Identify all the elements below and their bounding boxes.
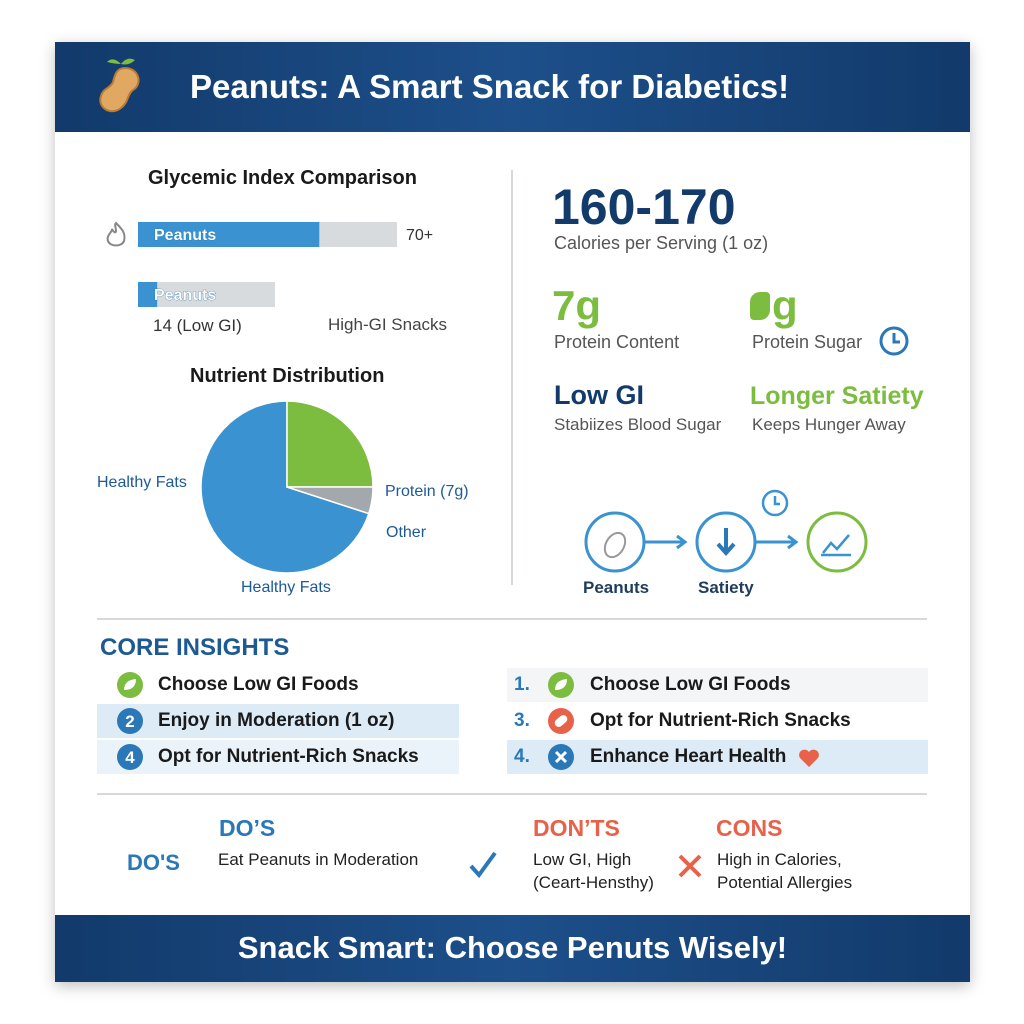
compare-label: High-GI Snacks: [328, 315, 448, 334]
insight-text: Enhance Heart Health: [590, 746, 787, 767]
insights-title: CORE INSIGHTS: [100, 634, 290, 661]
insight-icon: [548, 744, 574, 770]
divider: [97, 618, 927, 620]
insight-number: 3.: [514, 710, 530, 731]
bar-label: Peanuts: [154, 287, 216, 304]
insight-text: Opt for Nutrient-Rich Snacks: [158, 746, 419, 767]
column-text: Low GI, High: [533, 850, 632, 869]
insight-icon: 4: [117, 744, 143, 770]
stat-value: Low GI: [554, 380, 644, 410]
stat-label: Keeps Hunger Away: [752, 415, 906, 434]
title: Peanuts: A Smart Snack for Diabetics!: [190, 68, 790, 105]
x: [554, 750, 568, 764]
pie-chart: Healthy Fats Protein (7g) Other Healthy Fat…: [97, 400, 469, 596]
divider: [97, 793, 927, 795]
heart-icon: [799, 749, 819, 767]
pie-slice: [286, 486, 374, 515]
column-text: Eat Peanuts in Moderation: [218, 850, 419, 869]
insight-number: 4.: [514, 746, 530, 767]
pie-label: Other: [386, 524, 427, 541]
footer-text: Snack Smart: Choose Penuts Wisely!: [237, 930, 788, 965]
insight-text: Enjoy in Moderation (1 oz): [158, 710, 395, 731]
check-icon: [469, 851, 497, 879]
value-label: 70+: [406, 227, 433, 244]
column-title: DO’S: [219, 815, 276, 841]
muscle-icon: [750, 292, 770, 320]
leaf: [124, 679, 136, 690]
pie-title: Nutrient Distribution: [190, 365, 385, 387]
stat-value: Longer Satiety: [750, 382, 924, 410]
column-title: DON’TS: [533, 815, 620, 841]
pie-label: Protein (7g): [385, 483, 469, 500]
leaf: [555, 679, 567, 690]
footer-bar: [55, 915, 970, 982]
flow-diagram: [584, 489, 868, 573]
icon-circle: [117, 744, 143, 770]
insight-row: Choose Low GI Foods: [97, 668, 459, 702]
calories-value: 160-170: [552, 179, 736, 235]
column-text: High in Calories,: [717, 850, 842, 869]
insight-row: 4 Opt for Nutrient-Rich Snacks: [97, 740, 459, 774]
insight-text: Choose Low GI Foods: [590, 674, 791, 695]
x-icon: [678, 854, 702, 878]
stat-label: Stabiizes Blood Sugar: [554, 415, 722, 434]
value-label: 14 (Low GI): [153, 316, 242, 335]
heart: [799, 749, 819, 767]
insight-icon: [548, 672, 574, 698]
stat-value: 7g: [552, 282, 602, 329]
insight-number: 2: [125, 712, 134, 731]
gi-chart: Peanuts Peanuts 70+ 14 (Low GI): [106, 221, 433, 335]
stat-label: Protein Sugar: [752, 332, 863, 352]
insight-icon: [548, 708, 574, 734]
bar-label: Peanuts: [154, 227, 216, 244]
insight-text: Opt for Nutrient-Rich Snacks: [590, 710, 851, 731]
stat-label: Protein Content: [554, 332, 680, 352]
stat-value: g: [750, 282, 798, 330]
insight-text: Choose Low GI Foods: [158, 674, 359, 695]
clock-icon: [879, 326, 909, 356]
pie-label: Healthy Fats: [241, 579, 331, 596]
gi-title: Glycemic Index Comparison: [148, 167, 417, 189]
pill: [554, 715, 568, 727]
divider: [511, 170, 513, 585]
calories-label: Calories per Serving (1 oz): [554, 233, 769, 253]
insight-number: 1.: [514, 674, 530, 695]
insight-number: 4: [125, 748, 135, 767]
insight-row: 1. Choose Low GI Foods: [507, 668, 928, 702]
insight-row: 4. Enhance Heart Health: [507, 740, 928, 774]
column-title: CONS: [716, 815, 783, 841]
insight-row: 3. Opt for Nutrient-Rich Snacks: [507, 704, 928, 738]
bar: [138, 222, 320, 247]
pie-slice: [200, 400, 370, 574]
icon-circle: [117, 708, 143, 734]
dos-side-label: DO'S: [127, 850, 180, 875]
column-text: (Ceart-Hensthy): [533, 873, 654, 892]
flame-icon: [106, 221, 126, 247]
header-bar: [55, 42, 970, 132]
bar-track: [138, 282, 275, 307]
peanut-icon: [99, 58, 140, 113]
insight-row: 2 Enjoy in Moderation (1 oz): [97, 704, 459, 738]
stat-value-text: g: [772, 282, 798, 329]
flow-label: Peanuts: [583, 578, 650, 597]
insight-icon: 2: [117, 708, 143, 734]
pie-slice: [286, 400, 374, 488]
bar: [138, 282, 158, 307]
pie-label: Healthy Fats: [97, 474, 187, 491]
column-text: Potential Allergies: [717, 873, 853, 892]
insight-icon: [117, 672, 143, 698]
flow-label: Satiety: [698, 578, 754, 597]
